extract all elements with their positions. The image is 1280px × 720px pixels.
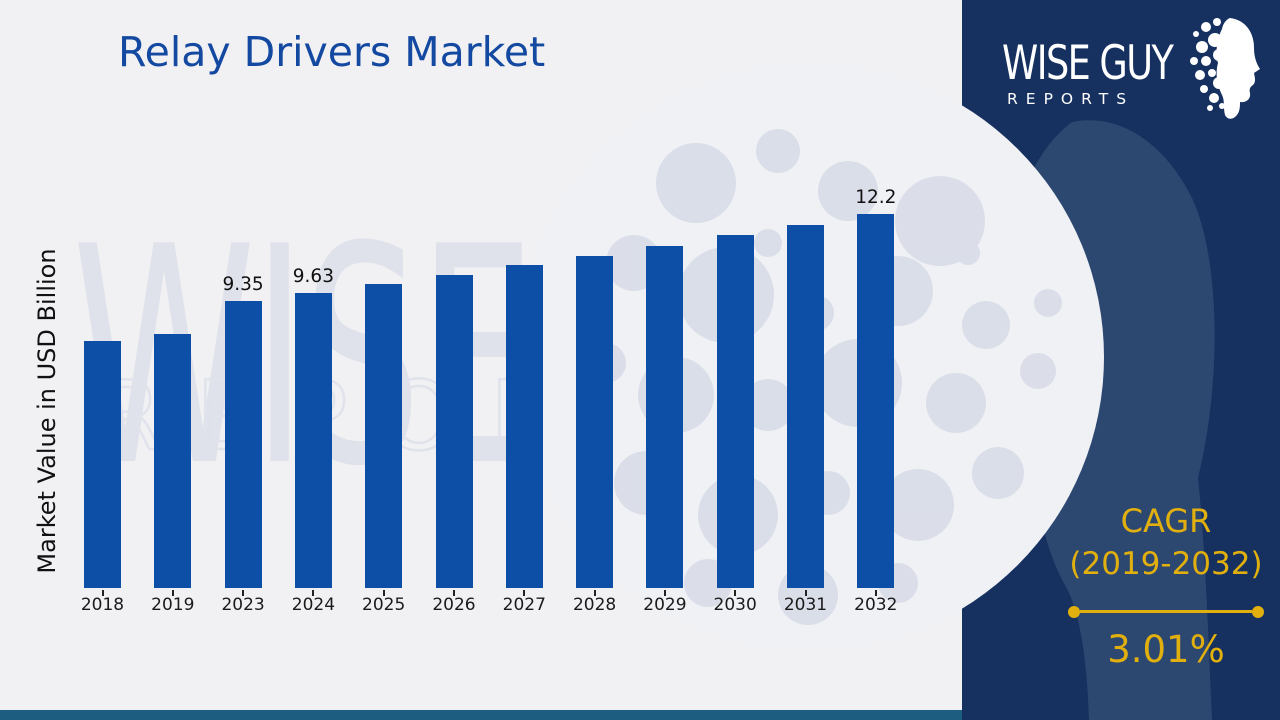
bar-2027 [505,265,543,588]
cagr-divider [1068,605,1264,618]
x-tick-label-2032: 2032 [854,595,898,615]
x-tick-label-2023: 2023 [221,595,265,615]
data-label-2023: 9.35 [222,274,264,296]
x-axis-tick [382,590,385,596]
x-axis-tick [523,590,526,596]
x-axis-tick [171,590,174,596]
x-axis-tick [874,590,877,596]
bar-2023 [224,301,262,588]
x-axis-tick [593,590,596,596]
bar-2028 [576,255,614,588]
x-axis-tick [804,590,807,596]
bar-2019 [154,333,192,588]
x-tick-label-2027: 2027 [502,595,546,615]
data-label-2024: 9.63 [292,265,334,287]
bar-2030 [716,235,754,588]
cagr-range: (2019-2032) [1069,546,1263,583]
x-tick-label-2030: 2030 [713,595,757,615]
logo-face-icon [1190,18,1260,119]
bar-2026 [435,274,473,588]
x-tick-label-2024: 2024 [291,595,336,615]
logo-reports-text: REPORTS [1007,90,1135,108]
x-axis-tick [312,590,315,596]
x-tick-label-2018: 2018 [80,595,125,615]
x-tick-label-2026: 2026 [432,595,476,615]
x-tick-label-2028: 2028 [572,595,617,615]
x-axis-tick [734,590,737,596]
bar-2025 [365,283,403,588]
y-axis-label: Market Value in USD Billion [33,248,61,574]
bar-2031 [787,224,824,588]
bar-2029 [646,245,684,588]
cagr-block: CAGR (2019-2032) 3.01% [1068,502,1264,672]
x-axis-tick [242,590,245,596]
divider-left-dot [1068,605,1080,618]
x-axis-tick [101,590,104,596]
x-tick-label-2031: 2031 [783,595,828,615]
bottom-strip [0,710,962,720]
divider-line [1080,610,1252,614]
cagr-value: 3.01% [1107,627,1225,671]
chart-title: Relay Drivers Market [118,28,546,76]
bar-2032 [857,214,895,588]
x-tick-label-2029: 2029 [643,595,687,615]
logo-wordmark: WISE GUY [1002,36,1174,91]
divider-right-dot [1252,605,1264,618]
cagr-heading: CAGR [1120,502,1212,540]
bar-2018 [84,341,121,588]
x-axis-tick [453,590,455,596]
x-tick-label-2019: 2019 [151,595,195,615]
data-label-2032: 12.2 [855,187,897,208]
x-tick-label-2025: 2025 [362,595,406,615]
bar-2024 [294,292,332,588]
x-axis-tick [663,590,666,596]
